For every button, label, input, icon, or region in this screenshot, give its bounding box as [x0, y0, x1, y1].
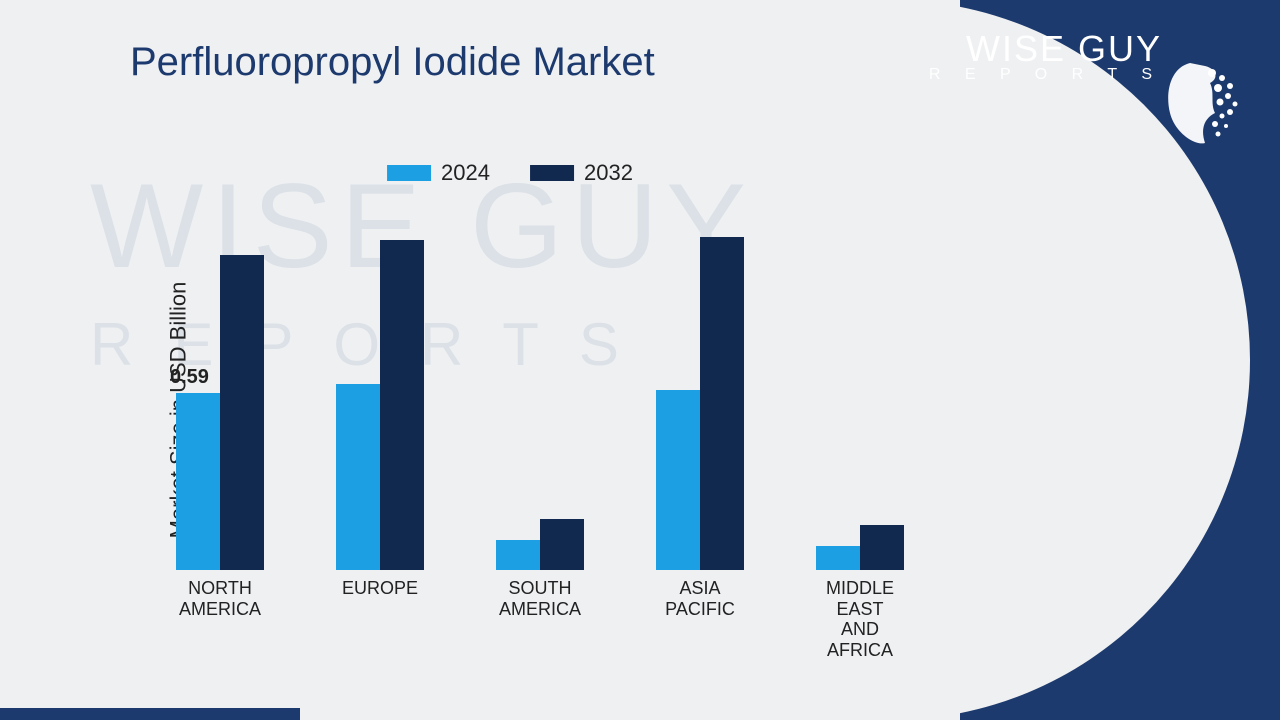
bar — [380, 240, 424, 570]
bar-pair — [336, 240, 424, 570]
bar — [176, 393, 220, 570]
bar — [860, 525, 904, 570]
bar-pair — [176, 255, 264, 570]
bar — [220, 255, 264, 570]
legend-swatch-2032 — [530, 165, 574, 181]
legend-label-2024: 2024 — [441, 160, 490, 186]
bar — [816, 546, 860, 570]
legend-swatch-2024 — [387, 165, 431, 181]
x-axis-label: MIDDLEEASTANDAFRICA — [800, 578, 920, 661]
bar — [656, 390, 700, 570]
x-axis-label: ASIAPACIFIC — [640, 578, 760, 619]
bar-pair — [656, 237, 744, 570]
bar-pair — [816, 525, 904, 570]
legend-item-2032: 2032 — [530, 160, 633, 186]
bar-pair — [496, 519, 584, 570]
legend-item-2024: 2024 — [387, 160, 490, 186]
x-axis-label: NORTHAMERICA — [160, 578, 280, 619]
stage: WISE GUY R E P O R T S Perfluoropropyl I… — [0, 0, 1280, 720]
bar — [540, 519, 584, 570]
logo-line2: R E P O R T S — [929, 66, 1162, 84]
bottom-strip — [0, 708, 300, 720]
legend-label-2032: 2032 — [584, 160, 633, 186]
x-axis-label: EUROPE — [320, 578, 440, 599]
bar — [700, 237, 744, 570]
logo-line1: WISE GUY — [929, 28, 1162, 70]
bar-chart: Market Size in USD Billion 2024 2032 0.5… — [60, 150, 960, 670]
brand-logo: WISE GUY R E P O R T S — [929, 28, 1240, 84]
plot-area: 0.59NORTHAMERICAEUROPESOUTHAMERICAASIAPA… — [140, 210, 940, 570]
legend: 2024 2032 — [387, 160, 633, 186]
bar — [336, 384, 380, 570]
chart-title: Perfluoropropyl Iodide Market — [130, 40, 655, 85]
bar — [496, 540, 540, 570]
x-axis-label: SOUTHAMERICA — [480, 578, 600, 619]
